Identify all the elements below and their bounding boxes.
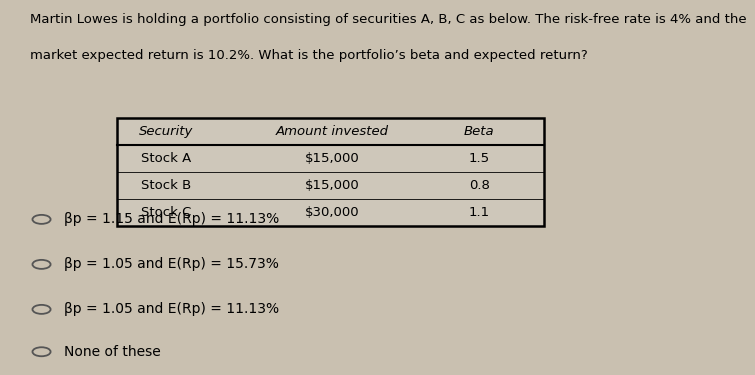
Text: Martin Lowes is holding a portfolio consisting of securities A, B, C as below. T: Martin Lowes is holding a portfolio cons… [30,13,747,26]
Text: Stock C: Stock C [141,206,191,219]
Text: βp = 1.05 and E(Rp) = 15.73%: βp = 1.05 and E(Rp) = 15.73% [64,257,279,272]
Text: 1.1: 1.1 [469,206,490,219]
Text: None of these: None of these [64,345,161,359]
Text: 0.8: 0.8 [469,179,490,192]
Bar [117,118,544,226]
Text: βp = 1.15 and E(Rp) = 11.13%: βp = 1.15 and E(Rp) = 11.13% [64,212,279,226]
Text: βp = 1.05 and E(Rp) = 11.13%: βp = 1.05 and E(Rp) = 11.13% [64,302,279,316]
Text: $15,000: $15,000 [305,179,359,192]
Text: $15,000: $15,000 [305,152,359,165]
Text: market expected return is 10.2%. What is the portfolio’s beta and expected retur: market expected return is 10.2%. What is… [30,49,588,62]
Text: Amount invested: Amount invested [276,125,389,138]
Text: 1.5: 1.5 [469,152,490,165]
Text: Beta: Beta [464,125,495,138]
Text: $30,000: $30,000 [305,206,359,219]
Text: Stock B: Stock B [141,179,191,192]
Text: Security: Security [139,125,193,138]
Text: Stock A: Stock A [141,152,191,165]
